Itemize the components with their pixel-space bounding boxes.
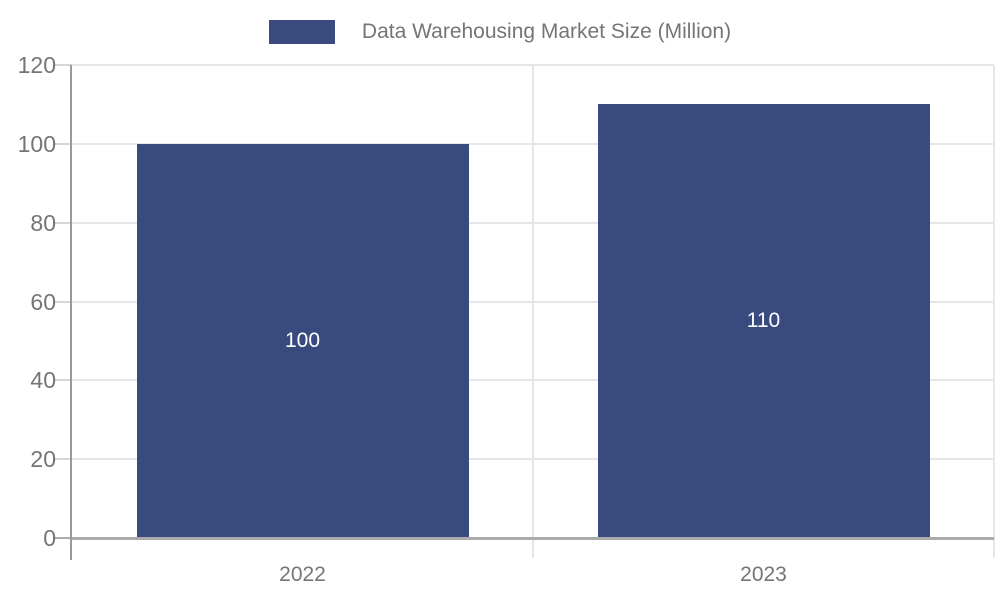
y-tick-label: 100 bbox=[17, 130, 56, 157]
legend[interactable]: Data Warehousing Market Size (Million) bbox=[0, 18, 1000, 46]
y-axis-line bbox=[70, 65, 72, 560]
y-tick-mark bbox=[55, 221, 72, 224]
bar-value-label: 110 bbox=[746, 309, 781, 333]
y-tick-label: 80 bbox=[30, 209, 56, 236]
y-tick-label: 0 bbox=[43, 525, 56, 551]
y-tick-mark bbox=[55, 458, 72, 461]
legend-swatch-icon bbox=[268, 20, 335, 44]
y-tick-label: 20 bbox=[30, 446, 56, 473]
y-tick-mark bbox=[55, 64, 72, 66]
legend-series-label: Data Warehousing Market Size (Million) bbox=[361, 20, 732, 43]
bar[interactable] bbox=[136, 143, 469, 538]
y-tick-label: 120 bbox=[17, 52, 56, 78]
x-axis-label: 2022 bbox=[279, 563, 326, 586]
x-axis-line bbox=[72, 537, 994, 540]
y-tick-mark bbox=[55, 537, 72, 539]
bar[interactable] bbox=[597, 104, 930, 538]
y-tick-mark bbox=[55, 300, 72, 303]
bar-value-label: 100 bbox=[284, 328, 321, 352]
category-boundary-line bbox=[532, 65, 534, 558]
y-tick-label: 60 bbox=[30, 288, 56, 315]
x-axis-label: 2023 bbox=[740, 563, 787, 586]
category-boundary-line bbox=[993, 65, 995, 558]
y-tick-mark bbox=[55, 379, 72, 382]
y-tick-label: 40 bbox=[30, 367, 56, 394]
y-tick-mark bbox=[55, 142, 72, 145]
